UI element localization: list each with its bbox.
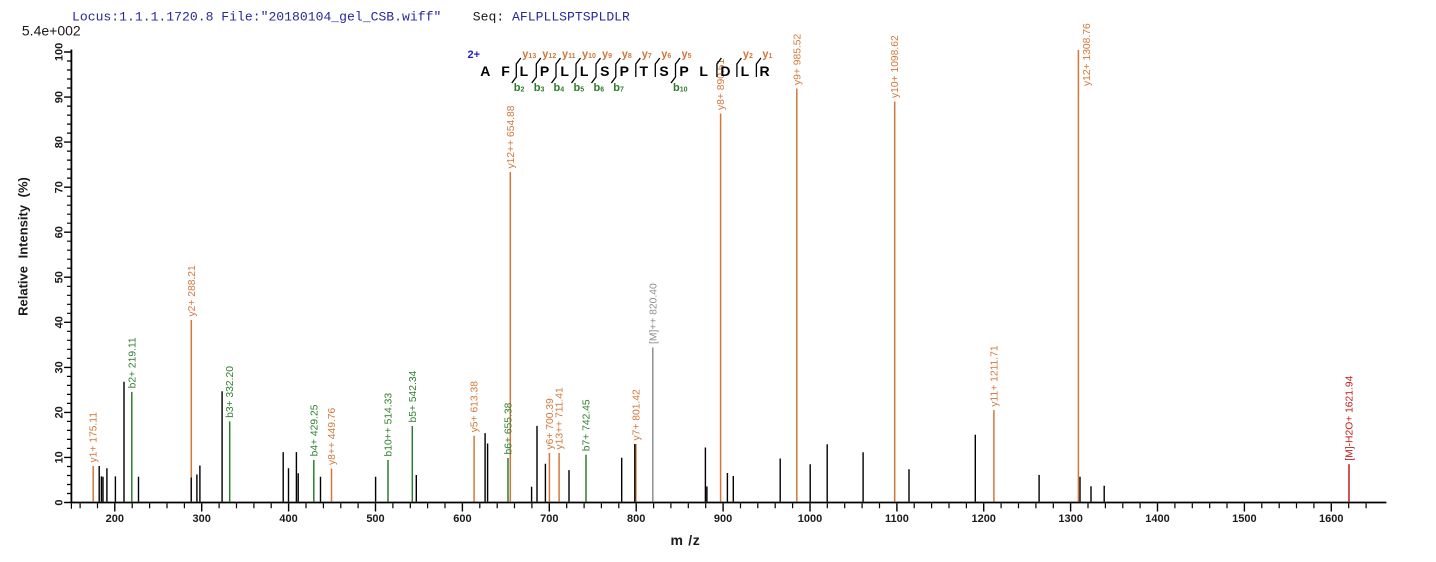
svg-text:L: L <box>560 63 569 79</box>
svg-text:100: 100 <box>53 43 65 61</box>
svg-text:1500: 1500 <box>1232 513 1256 525</box>
svg-text:y7: y7 <box>642 49 652 61</box>
svg-text:y11+ 1211.71: y11+ 1211.71 <box>989 345 1000 406</box>
svg-text:y12+ 1308.76: y12+ 1308.76 <box>1082 23 1093 86</box>
svg-text:90: 90 <box>53 91 65 103</box>
svg-text:700: 700 <box>540 513 558 525</box>
svg-text:800: 800 <box>627 513 645 525</box>
svg-text:y6: y6 <box>661 49 671 61</box>
svg-text:Locus:1.1.1.1720.8 File:"20180: Locus:1.1.1.1720.8 File:"20180104_gel_CS… <box>72 10 630 25</box>
svg-text:0: 0 <box>53 499 65 505</box>
svg-text:1400: 1400 <box>1145 513 1169 525</box>
svg-text:b4: b4 <box>554 82 565 94</box>
svg-text:2+: 2+ <box>468 49 481 61</box>
svg-text:1100: 1100 <box>885 513 909 525</box>
svg-text:y7+ 801.42: y7+ 801.42 <box>631 389 642 441</box>
svg-text:b6+ 655.38: b6+ 655.38 <box>504 402 515 454</box>
svg-text:y1: y1 <box>762 49 772 61</box>
svg-text:P: P <box>540 63 549 79</box>
svg-text:y10+ 1098.62: y10+ 1098.62 <box>890 35 901 98</box>
svg-text:80: 80 <box>53 136 65 148</box>
svg-text:b6: b6 <box>594 82 605 94</box>
svg-text:b2+ 219.11: b2+ 219.11 <box>127 337 138 388</box>
svg-text:600: 600 <box>453 513 471 525</box>
svg-text:y5: y5 <box>682 49 692 61</box>
svg-text:L: L <box>741 63 750 79</box>
svg-text:b2: b2 <box>514 82 525 94</box>
svg-text:L: L <box>580 63 589 79</box>
svg-text:1600: 1600 <box>1319 513 1343 525</box>
svg-text:y8+ 890.51: y8+ 890.51 <box>716 58 727 110</box>
svg-text:1000: 1000 <box>798 513 822 525</box>
svg-text:b10++ 514.33: b10++ 514.33 <box>384 393 395 457</box>
svg-text:b3+ 332.20: b3+ 332.20 <box>225 366 236 418</box>
svg-text:[M]++ 820.40: [M]++ 820.40 <box>648 283 659 344</box>
svg-text:30: 30 <box>53 361 65 373</box>
svg-text:y8: y8 <box>622 49 632 61</box>
svg-text:S: S <box>600 63 609 79</box>
svg-text:P: P <box>620 63 629 79</box>
svg-text:y13++ 711.41: y13++ 711.41 <box>555 387 566 449</box>
svg-text:200: 200 <box>106 513 124 525</box>
svg-text:70: 70 <box>53 181 65 193</box>
svg-text:S: S <box>659 63 668 79</box>
svg-text:T: T <box>640 63 649 79</box>
svg-text:D: D <box>720 63 730 79</box>
svg-text:b3: b3 <box>534 82 545 94</box>
svg-text:b7: b7 <box>613 82 624 94</box>
svg-text:b7+ 742.45: b7+ 742.45 <box>582 399 593 451</box>
svg-text:y5+ 613.38: y5+ 613.38 <box>470 381 481 433</box>
svg-text:5.4e+002: 5.4e+002 <box>22 23 81 39</box>
svg-text:y8++ 449.76: y8++ 449.76 <box>327 407 338 465</box>
svg-text:b5+ 542.34: b5+ 542.34 <box>408 370 419 422</box>
svg-text:y2: y2 <box>743 49 753 61</box>
svg-text:y12++ 654.88: y12++ 654.88 <box>506 105 517 168</box>
svg-text:b4+ 429.25: b4+ 429.25 <box>309 404 320 456</box>
svg-text:L: L <box>699 63 708 79</box>
svg-text:Relative Intensity (%): Relative Intensity (%) <box>16 177 31 316</box>
svg-text:50: 50 <box>53 271 65 283</box>
svg-text:A: A <box>480 63 490 79</box>
svg-text:400: 400 <box>279 513 297 525</box>
svg-text:y9+ 985.52: y9+ 985.52 <box>792 33 803 85</box>
svg-text:300: 300 <box>193 513 211 525</box>
svg-text:y6+ 700.39: y6+ 700.39 <box>545 398 556 450</box>
svg-text:P: P <box>679 63 688 79</box>
svg-text:500: 500 <box>366 513 384 525</box>
svg-text:900: 900 <box>714 513 732 525</box>
svg-text:F: F <box>501 63 510 79</box>
svg-text:40: 40 <box>53 316 65 328</box>
svg-text:60: 60 <box>53 226 65 238</box>
svg-text:L: L <box>520 63 529 79</box>
svg-text:R: R <box>759 63 769 79</box>
svg-text:b5: b5 <box>574 82 585 94</box>
svg-text:10: 10 <box>53 451 65 463</box>
svg-text:1300: 1300 <box>1058 513 1082 525</box>
svg-text:1200: 1200 <box>971 513 995 525</box>
svg-text:20: 20 <box>53 406 65 418</box>
svg-text:m /z: m /z <box>670 532 700 548</box>
svg-text:y1+ 175.11: y1+ 175.11 <box>89 412 100 463</box>
svg-text:[M]-H2O+ 1621.94: [M]-H2O+ 1621.94 <box>1345 375 1356 460</box>
svg-text:y2+ 288.21: y2+ 288.21 <box>187 265 198 317</box>
svg-text:y9: y9 <box>602 49 612 61</box>
